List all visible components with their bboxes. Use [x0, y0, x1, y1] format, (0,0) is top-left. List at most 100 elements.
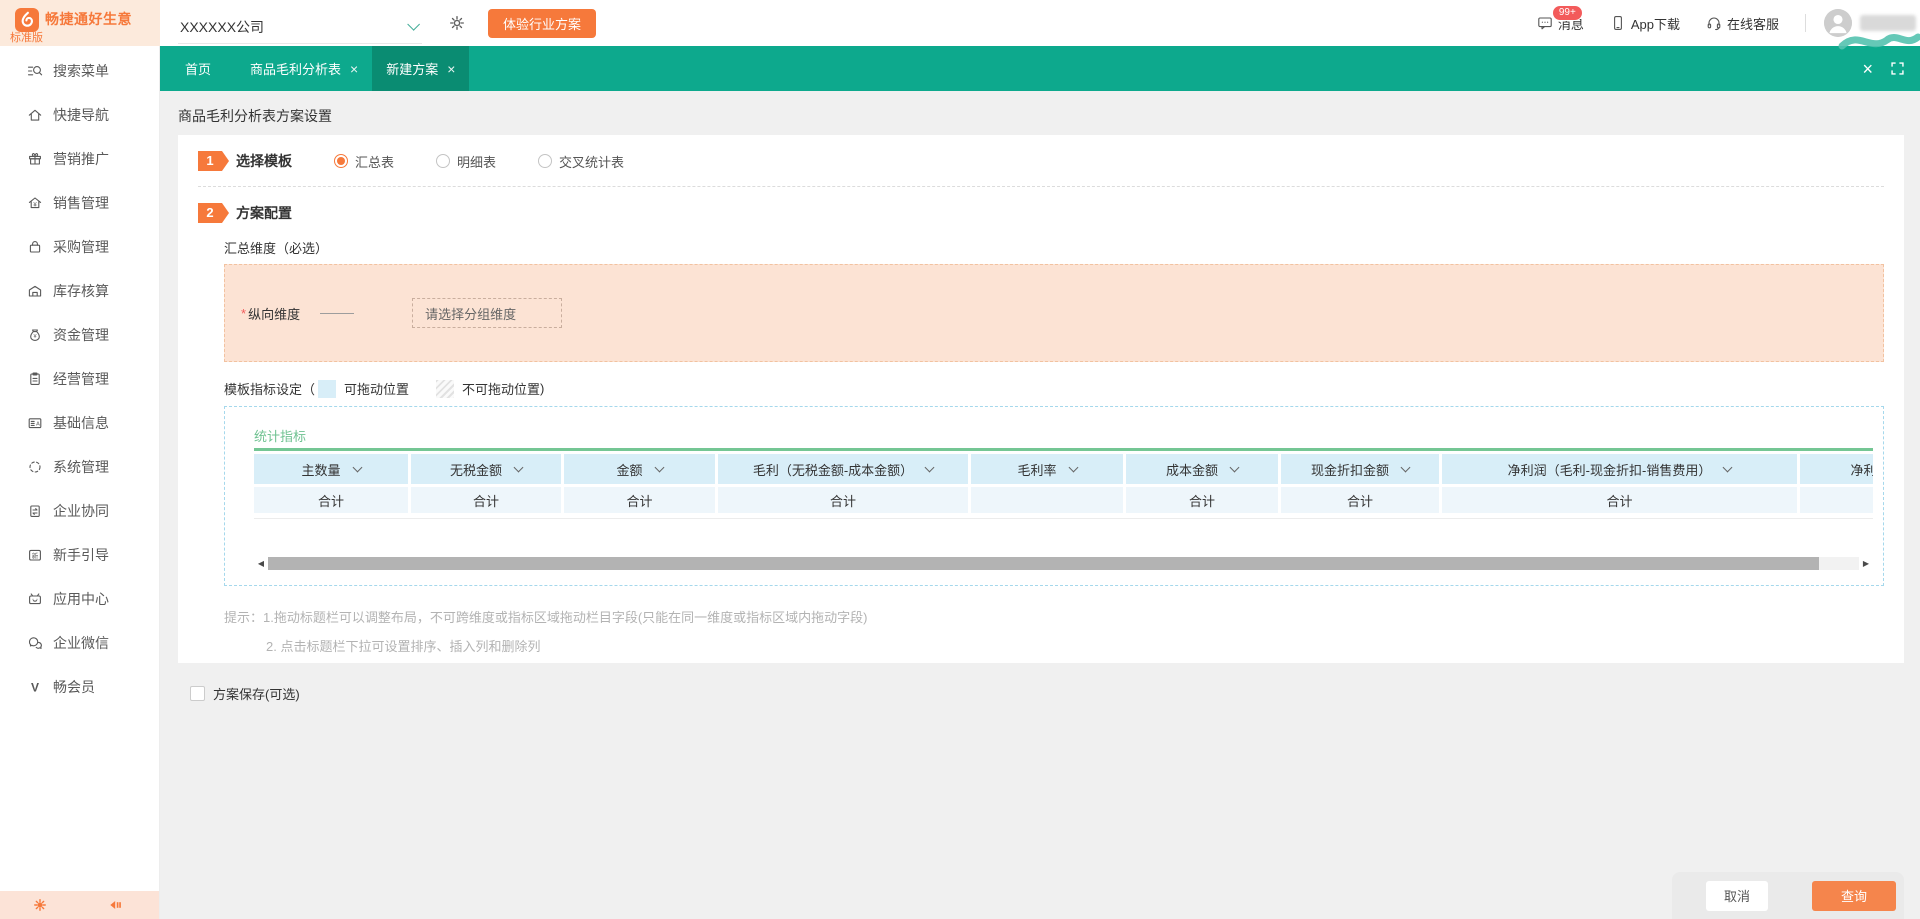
indicator-total-cell: 合计 [1126, 487, 1278, 513]
sidebar-item-member[interactable]: V 畅会员 [0, 665, 159, 709]
tab-label: 商品毛利分析表 [250, 62, 342, 77]
chevron-down-icon [924, 462, 935, 472]
company-selector[interactable]: XXXXXX公司 [178, 10, 422, 44]
sidebar-item-operations[interactable]: 经营管理 [0, 357, 159, 401]
company-name: XXXXXX公司 [180, 18, 265, 35]
scrollbar-thumb[interactable] [268, 557, 1820, 570]
sidebar-item-label: 企业协同 [53, 503, 109, 519]
horizontal-scrollbar[interactable]: ◀ ▶ [254, 557, 1873, 570]
chevron-down-icon [352, 462, 362, 472]
sidebar-item-newbie-guide[interactable]: 新 新手引导 [0, 533, 159, 577]
sidebar-item-label: 营销推广 [53, 151, 109, 167]
avatar[interactable] [1824, 9, 1852, 37]
sidebar-settings-gear-icon[interactable] [33, 898, 47, 912]
close-all-tabs-button[interactable]: × [1862, 58, 1873, 79]
sidebar-item-marketing[interactable]: 营销推广 [0, 137, 159, 181]
tab-label: 首页 [185, 62, 212, 77]
wechat-icon [27, 635, 43, 651]
sidebar-item-enterprise-wechat[interactable]: 企业微信 [0, 621, 159, 665]
sidebar-item-base-info[interactable]: A 基础信息 [0, 401, 159, 445]
sidebar-item-label: 畅会员 [53, 679, 95, 695]
indicator-column-header[interactable]: 成本金额 [1126, 454, 1278, 484]
user-name-redacted [1860, 15, 1916, 31]
indicator-column-header[interactable]: 无税金额 [411, 454, 561, 484]
sidebar-item-inventory[interactable]: 库存核算 [0, 269, 159, 313]
radio-checked-icon [334, 154, 348, 168]
close-tab-icon[interactable]: × [447, 60, 456, 77]
cancel-button[interactable]: 取消 [1706, 880, 1768, 911]
sidebar-item-label: 销售管理 [53, 195, 109, 211]
indicator-table: 主数量 无税金额 金额 毛利（无税金额-成本金额） 毛利率 成本金额 现金折扣金额 净利润（毛… [254, 451, 1873, 516]
indicator-column-header[interactable]: 净利润（毛利-现金折扣-销售费用） [1442, 454, 1797, 484]
indicator-column-header[interactable]: 净利率 [1800, 454, 1873, 484]
sidebar-item-label: 搜索菜单 [53, 63, 109, 79]
indicator-total-cell [1800, 487, 1873, 513]
settings-gear-icon[interactable] [448, 14, 466, 32]
sidebar-item-collaboration[interactable]: 企业协同 [0, 489, 159, 533]
sidebar-item-purchase[interactable]: 采购管理 [0, 225, 159, 269]
radio-unchecked-icon [436, 154, 451, 168]
message-icon [1537, 15, 1553, 31]
step1-title: 选择模板 [236, 153, 292, 169]
app-download-button[interactable]: App下载 [1610, 14, 1680, 33]
step2-title: 方案配置 [236, 205, 292, 221]
draggable-swatch [318, 379, 337, 398]
svg-text:新: 新 [32, 551, 39, 560]
tab-gross-profit-report[interactable]: 商品毛利分析表 × [236, 46, 372, 91]
sidebar: 搜索菜单快捷导航营销推广 ¥ 销售管理 采购管理 库存核算 ¥ 资金管理 经营管理 A 基础信息系… [0, 46, 160, 919]
sidebar-item-label: 新手引导 [53, 547, 109, 563]
fullscreen-button[interactable] [1890, 61, 1905, 76]
radio-option-label: 交叉统计表 [559, 154, 625, 170]
collapse-sidebar-icon[interactable] [107, 898, 122, 912]
indicator-column-label: 现金折扣金额 [1310, 462, 1389, 478]
save-plan-checkbox[interactable]: 方案保存(可选) [190, 684, 300, 703]
template-radio-option-0[interactable]: 汇总表 [334, 152, 394, 171]
trial-button[interactable]: 体验行业方案 [488, 8, 597, 38]
page-title: 商品毛利分析表方案设置 [178, 108, 332, 124]
sidebar-item-app-center[interactable]: 应用中心 [0, 577, 159, 621]
group-dimension-select[interactable]: 请选择分组维度 [412, 298, 563, 328]
legend-suffix: ) [540, 381, 545, 396]
indicator-column-header[interactable]: 主数量 [254, 454, 408, 484]
scroll-right-arrow-icon[interactable]: ▶ [1862, 559, 1870, 568]
chevron-down-icon [1722, 462, 1733, 472]
indicator-total-cell: 合计 [1442, 487, 1797, 513]
indicator-column-header[interactable]: 金额 [564, 454, 715, 484]
template-radio-option-2[interactable]: 交叉统计表 [538, 152, 624, 171]
topbar-item-label: App下载 [1630, 16, 1680, 32]
tab-new-plan[interactable]: 新建方案 × [372, 46, 470, 91]
online-service-button[interactable]: 在线客服 [1706, 14, 1779, 33]
indicator-column-label: 净利润（毛利-现金折扣-销售费用） [1507, 462, 1712, 478]
not-draggable-swatch [436, 379, 455, 398]
svg-text:V: V [31, 680, 39, 694]
query-button[interactable]: 查询 [1812, 880, 1896, 911]
gift-icon [27, 151, 43, 167]
indicator-table-clip: 主数量 无税金额 金额 毛利（无税金额-成本金额） 毛利率 成本金额 现金折扣金额 净利润（毛… [254, 451, 1873, 516]
sidebar-item-funds[interactable]: ¥ 资金管理 [0, 313, 159, 357]
indicator-column-header[interactable]: 毛利（无税金额-成本金额） [718, 454, 968, 484]
v-member-icon: V [27, 679, 43, 695]
sidebar-item-system[interactable]: 系统管理 [0, 445, 159, 489]
chevron-down-icon [407, 18, 420, 31]
legend-label: 模板指标设定（ [224, 382, 316, 397]
phone-icon [1610, 15, 1626, 31]
sidebar-item-sales[interactable]: ¥ 销售管理 [0, 181, 159, 225]
step2-content: 汇总维度（必选） * 纵向维度 请选择分组维度 模板指标设定（ 可拖动位置 不可… [224, 238, 1884, 661]
messages-button[interactable]: 消息 99+ [1537, 4, 1584, 33]
legend-draggable-label: 可拖动位置 [344, 382, 410, 397]
close-tab-icon[interactable]: × [350, 60, 359, 77]
top-bar: 畅捷通好生意 标准版 XXXXXX公司 体验行业方案 消息 99+ App下载 在线客… [0, 0, 1920, 50]
search-icon [27, 63, 43, 79]
tab-home[interactable]: 首页 [160, 46, 236, 91]
dimension-dropzone: * 纵向维度 请选择分组维度 [224, 264, 1884, 362]
scroll-left-arrow-icon[interactable]: ◀ [257, 559, 265, 568]
template-radio-option-1[interactable]: 明细表 [436, 152, 496, 171]
scrollbar-track[interactable] [268, 557, 1859, 570]
indicator-group-label: 统计指标 [254, 429, 307, 444]
sync-clipboard-icon [27, 503, 43, 519]
indicator-column-header[interactable]: 现金折扣金额 [1281, 454, 1439, 484]
sidebar-item-search-menu[interactable]: 搜索菜单 [0, 49, 159, 93]
indicator-column-header[interactable]: 毛利率 [971, 454, 1123, 484]
sidebar-footer [0, 891, 159, 919]
sidebar-item-quick-nav[interactable]: 快捷导航 [0, 93, 159, 137]
